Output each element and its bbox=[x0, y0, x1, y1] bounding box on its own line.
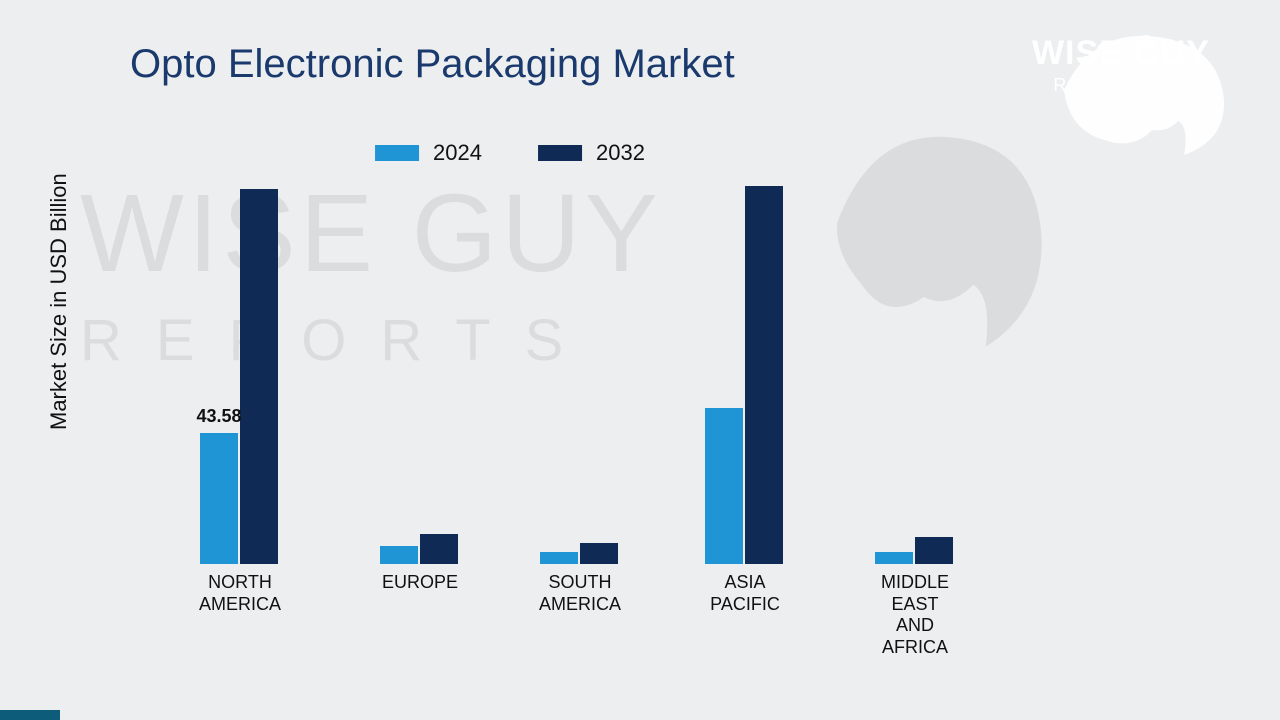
bar-series-1 bbox=[540, 552, 578, 564]
bar-value-label: 43.58 bbox=[189, 406, 249, 427]
legend-item: 2024 bbox=[375, 140, 482, 166]
legend-swatch bbox=[375, 145, 419, 161]
infographic-stage: WISE GUY REPORTS Opto Electronic Packagi… bbox=[0, 0, 1280, 720]
bar-chart: Market Size in USD Billion 2024 2032 43.… bbox=[60, 130, 960, 690]
bar-series-1 bbox=[705, 408, 743, 564]
category-label: EUROPE bbox=[345, 564, 495, 594]
category-label: MIDDLE EAST AND AFRICA bbox=[840, 564, 990, 658]
plot-area: 43.58NORTH AMERICAEUROPESOUTH AMERICAASI… bbox=[130, 174, 950, 564]
bar-series-2 bbox=[745, 186, 783, 564]
bottom-accent-bar bbox=[0, 710, 60, 720]
category-label: SOUTH AMERICA bbox=[505, 564, 655, 615]
bar-series-1 bbox=[875, 552, 913, 564]
y-axis-label: Market Size in USD Billion bbox=[46, 173, 72, 430]
brand-logo: WISE GUY REPORTS bbox=[1032, 34, 1210, 96]
bar-series-1 bbox=[200, 433, 238, 564]
bar-series-2 bbox=[420, 534, 458, 564]
bar-series-2 bbox=[915, 537, 953, 564]
bar-series-2 bbox=[240, 189, 278, 564]
bar-series-1 bbox=[380, 546, 418, 564]
category-label: NORTH AMERICA bbox=[165, 564, 315, 615]
legend: 2024 2032 bbox=[375, 140, 645, 166]
legend-label: 2024 bbox=[433, 140, 482, 166]
legend-item: 2032 bbox=[538, 140, 645, 166]
legend-swatch bbox=[538, 145, 582, 161]
brand-line2: REPORTS bbox=[1032, 75, 1210, 96]
category-label: ASIA PACIFIC bbox=[670, 564, 820, 615]
chart-title: Opto Electronic Packaging Market bbox=[130, 42, 735, 87]
legend-label: 2032 bbox=[596, 140, 645, 166]
brand-line1: WISE GUY bbox=[1032, 34, 1210, 73]
bar-series-2 bbox=[580, 543, 618, 564]
